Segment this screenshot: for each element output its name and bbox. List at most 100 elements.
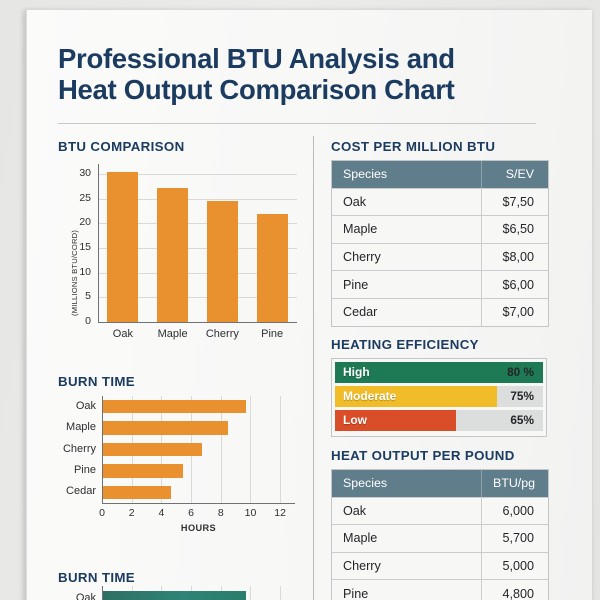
chart-gridline: [220, 396, 222, 503]
table-row: Oak $7,50: [332, 187, 548, 216]
cell-species: Pine: [332, 580, 482, 600]
heat-table-header-row: Species BTU/pg: [332, 470, 548, 497]
cost-table-header-value: S/EV: [505, 167, 534, 182]
cost-table-header-species: Species: [332, 161, 482, 188]
y-axis-category-label: Oak: [75, 592, 96, 600]
efficiency-fill: [335, 362, 543, 383]
table-row: Cedar $7,00: [332, 297, 548, 326]
btu-bar: [107, 172, 139, 322]
cell-value: $6,50: [482, 216, 548, 243]
cost-table-header-row: Species S/EV: [332, 161, 548, 188]
chart-gridline: [250, 586, 252, 600]
cell-value: $7,50: [482, 188, 548, 216]
y-axis-tick-label: 10: [79, 265, 91, 278]
page-title: Professional BTU Analysis and Heat Outpu…: [58, 43, 528, 105]
x-axis-line: [98, 322, 297, 323]
section-heading-burn-time: BURN TIME: [58, 374, 136, 389]
burn-time-bar-secondary: [103, 591, 246, 600]
efficiency-value: 65%: [510, 413, 534, 427]
burn-time-bar: [103, 485, 172, 499]
y-axis-tick-label: 15: [79, 240, 91, 253]
section-heading-heating-efficiency: HEATING EFFICIENCY: [331, 337, 479, 352]
cell-value: 5,000: [482, 552, 548, 580]
burn-time-chart-secondary: Oak: [58, 586, 303, 600]
btu-comparison-chart: 0 5 10 15 20 25 30 Oak Maple Cherry Pine (MILLIONS …: [58, 158, 303, 348]
y-axis-tick-label: 0: [85, 315, 91, 327]
table-row: Maple 5,700: [332, 524, 548, 552]
efficiency-label: Moderate: [343, 389, 397, 403]
report-content: Professional BTU Analysis and Heat Outpu…: [25, 10, 592, 600]
cell-value: $6,00: [482, 271, 548, 298]
y-axis-line: [98, 164, 99, 322]
x-axis-tick-label: 8: [217, 507, 224, 519]
y-axis-category-label: Maple: [66, 421, 96, 434]
chart-gridline: [98, 198, 297, 200]
section-heading-heat-output-per-pound: HEAT OUTPUT PER POUND: [331, 448, 515, 463]
burn-time-bar: [103, 442, 203, 457]
cell-value: 5,700: [482, 525, 548, 552]
heating-efficiency-bars: High 80 % Moderate 75% Low 65%: [331, 358, 547, 437]
efficiency-row: Moderate 75%: [335, 386, 543, 407]
cell-value: 4,800: [482, 580, 548, 600]
heat-table-header-value: BTU/pg: [493, 476, 536, 491]
report-sheet: Professional BTU Analysis and Heat Outpu…: [25, 10, 592, 600]
x-axis-category-label: Maple: [157, 328, 188, 340]
burn-time-bar: [103, 464, 184, 478]
chart-gridline: [98, 297, 297, 299]
cell-species: Cherry: [332, 243, 482, 271]
efficiency-fill: [335, 410, 456, 431]
cell-species: Pine: [332, 271, 482, 298]
chart-gridline: [98, 223, 297, 225]
x-axis-tick-label: 12: [274, 507, 286, 519]
efficiency-label: High: [343, 365, 370, 379]
x-axis-category-label: Cherry: [205, 328, 239, 340]
cell-species: Oak: [332, 188, 482, 216]
x-axis-line: [102, 503, 295, 504]
burn-time-bar: [103, 400, 246, 414]
burn-time-chart: 0 2 4 6 8 10 12 Oak Maple Cherry Pine Cedar HOURS: [58, 392, 303, 537]
x-axis-category-label: Oak: [112, 328, 133, 340]
efficiency-value: 75%: [510, 389, 534, 403]
x-axis-category-label: Pine: [261, 328, 284, 340]
section-heading-btu-comparison: BTU COMPARISON: [58, 139, 185, 154]
y-axis-tick-label: 20: [79, 216, 91, 229]
efficiency-fill: [335, 386, 498, 407]
y-axis-category-label: Oak: [75, 399, 96, 412]
section-heading-burn-time-2: BURN TIME: [58, 570, 136, 585]
x-axis-tick-label: 4: [158, 507, 165, 519]
chart-gridline: [280, 396, 282, 503]
chart-gridline: [98, 247, 297, 249]
cell-species: Oak: [332, 497, 482, 525]
y-axis-category-label: Cherry: [62, 442, 96, 455]
x-axis-tick-label: 2: [128, 507, 135, 519]
y-axis-title: (MILLIONS BTU/CORD): [70, 229, 79, 316]
cell-species: Maple: [332, 216, 482, 243]
y-axis-line: [102, 396, 103, 503]
cell-value: $8,00: [482, 243, 548, 271]
chart-gridline: [250, 396, 252, 503]
chart-gridline: [280, 586, 282, 600]
page-title-line2: Heat Output Comparison Chart: [58, 74, 455, 105]
title-divider: [58, 123, 536, 124]
x-axis-tick-label: 0: [99, 507, 105, 519]
table-row: Pine $6,00: [332, 270, 548, 298]
efficiency-row: High 80 %: [335, 362, 543, 383]
heat-table-header-species: Species: [332, 470, 482, 497]
efficiency-row: Low 65%: [335, 410, 543, 431]
burn-time-bar: [103, 421, 228, 435]
x-axis-title: HOURS: [180, 523, 217, 533]
cell-value: 6,000: [482, 497, 548, 525]
chart-gridline: [98, 272, 297, 274]
table-row: Cherry 5,000: [332, 551, 548, 580]
y-axis-tick-label: 30: [79, 166, 91, 179]
cell-species: Cherry: [332, 552, 482, 580]
y-axis-tick-label: 5: [85, 290, 91, 303]
table-row: Pine 4,800: [332, 579, 548, 600]
btu-bar: [256, 213, 288, 322]
cost-per-million-btu-table: Species S/EV Oak $7,50 Maple $6,50 Cherry $8,00…: [331, 160, 549, 327]
efficiency-label: Low: [343, 413, 367, 427]
btu-bar: [206, 201, 238, 322]
y-axis-category-label: Cedar: [66, 485, 96, 498]
heat-output-per-pound-table: Species BTU/pg Oak 6,000 Maple 5,700 Cherry 5,0…: [331, 469, 549, 600]
